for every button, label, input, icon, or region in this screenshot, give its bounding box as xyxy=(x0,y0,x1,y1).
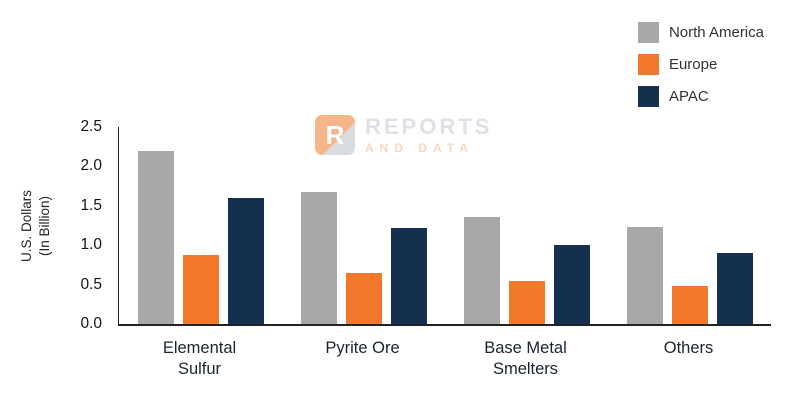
bar-group-base-metal-smelters xyxy=(463,127,590,324)
legend: North America Europe APAC xyxy=(637,22,764,107)
x-axis-label-others: Others xyxy=(663,339,714,357)
y-tick-label: 2.0 xyxy=(80,157,102,175)
legend-label: APAC xyxy=(668,88,709,105)
europe-swatch xyxy=(637,54,659,75)
bar-pyrite-ore-europe xyxy=(345,272,382,324)
y-tick-label: 0.5 xyxy=(80,275,102,293)
apac-swatch xyxy=(637,86,659,107)
plot-area: R REPORTS AND DATA xyxy=(118,114,771,326)
y-axis-ticks: 2.5 2.0 1.5 1.0 0.5 0.0 xyxy=(58,118,110,332)
x-axis-label-base-metal-smelters: Base Metal Smelters xyxy=(484,339,567,378)
legend-item-europe: Europe xyxy=(637,54,764,75)
legend-label: North America xyxy=(668,24,764,41)
y-tick-label: 1.5 xyxy=(80,196,102,214)
y-axis-title-line1: U.S. Dollars xyxy=(18,189,34,263)
bar-others-europe xyxy=(671,286,708,324)
legend-item-north-america: North America xyxy=(637,22,764,43)
bar-base-metal-smelters-apac xyxy=(553,245,590,324)
bar-pyrite-ore-apac xyxy=(390,227,427,324)
y-tick-label: 1.0 xyxy=(80,236,102,254)
bar-group-others xyxy=(626,127,753,324)
x-axis-label-pyrite-ore: Pyrite Ore xyxy=(325,339,400,357)
x-axis-labels: Elemental Sulfur Pyrite Ore Base Metal Sme… xyxy=(118,338,770,379)
x-axis-label-elemental-sulfur: Elemental Sulfur xyxy=(162,339,237,378)
north-america-swatch xyxy=(637,22,659,43)
legend-label: Europe xyxy=(668,56,718,73)
bar-others-apac xyxy=(716,253,753,324)
legend-item-apac: APAC xyxy=(637,86,764,107)
y-tick-label: 0.0 xyxy=(80,315,102,332)
bar-others-north-america xyxy=(626,227,663,324)
bar-base-metal-smelters-north-america xyxy=(463,216,500,324)
bar-elemental-sulfur-apac xyxy=(227,197,264,324)
bar-group-elemental-sulfur xyxy=(137,127,264,324)
bar-elemental-sulfur-europe xyxy=(182,255,219,324)
bar-base-metal-smelters-europe xyxy=(508,281,545,324)
bar-elemental-sulfur-north-america xyxy=(137,150,174,324)
bar-pyrite-ore-north-america xyxy=(300,192,337,324)
y-tick-label: 2.5 xyxy=(80,118,102,135)
y-axis-title: U.S. Dollars (In Billion) xyxy=(18,190,54,262)
bar-group-pyrite-ore xyxy=(300,127,427,324)
y-axis-title-line2: (In Billion) xyxy=(37,195,52,257)
